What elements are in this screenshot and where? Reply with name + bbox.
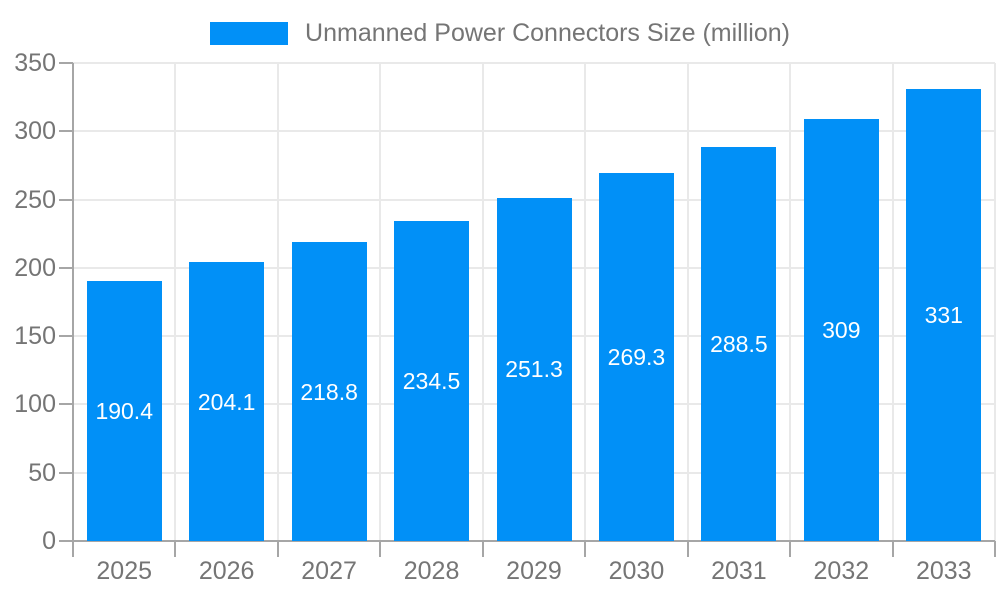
bar-value-label: 309 <box>822 316 861 343</box>
y-axis-tick-label: 200 <box>14 253 56 282</box>
x-axis-line <box>73 540 995 542</box>
x-axis-tick <box>72 541 74 557</box>
x-axis-tick <box>584 541 587 557</box>
x-axis-tick <box>891 541 894 557</box>
y-axis-line <box>72 63 74 541</box>
y-axis-tick <box>59 403 73 406</box>
legend-swatch <box>210 21 289 45</box>
x-axis-tick-label: 2031 <box>711 557 767 585</box>
bar-2030[interactable] <box>598 173 674 541</box>
x-axis-tick-label: 2029 <box>506 557 562 585</box>
bar-2033[interactable] <box>906 88 982 541</box>
y-axis-tick-label: 50 <box>28 458 56 487</box>
bar-2026[interactable] <box>189 262 265 541</box>
bar-value-label: 218.8 <box>300 378 358 405</box>
bar-2032[interactable] <box>803 118 879 541</box>
gridline-vertical <box>994 63 996 541</box>
bar-2028[interactable] <box>394 220 470 541</box>
y-axis-tick-label: 300 <box>14 117 56 146</box>
gridline-vertical <box>379 63 382 541</box>
bar-2025[interactable] <box>86 280 162 541</box>
bar-value-label: 190.4 <box>95 397 153 424</box>
y-axis-tick-label: 150 <box>14 322 56 351</box>
x-axis-tick <box>994 541 996 557</box>
gridline-vertical <box>584 63 587 541</box>
x-axis-tick <box>481 541 484 557</box>
bar-value-label: 234.5 <box>402 367 461 394</box>
y-axis-tick <box>59 540 73 542</box>
gridline-vertical <box>481 63 484 541</box>
y-axis-tick <box>59 266 73 269</box>
y-axis-tick <box>59 62 73 64</box>
y-axis-tick-label: 100 <box>14 390 56 419</box>
x-axis-tick-label: 2033 <box>915 557 972 585</box>
y-axis-tick-label: 0 <box>42 527 56 555</box>
x-axis-tick <box>276 541 279 557</box>
bar-value-label: 331 <box>924 301 963 328</box>
x-axis-tick <box>686 541 689 557</box>
x-axis-tick-label: 2028 <box>403 557 460 585</box>
gridline-vertical <box>789 63 792 541</box>
gridline-horizontal <box>73 130 995 133</box>
bar-value-label: 288.5 <box>710 330 768 357</box>
x-axis-tick <box>379 541 382 557</box>
gridline-vertical <box>174 63 177 541</box>
x-axis-tick-label: 2032 <box>813 557 870 585</box>
y-axis-tick-label: 250 <box>14 185 56 214</box>
x-axis-tick-label: 2027 <box>301 557 357 585</box>
gridline-vertical <box>686 63 689 541</box>
legend-label: Unmanned Power Connectors Size (million) <box>305 18 790 47</box>
bar-value-label: 269.3 <box>607 344 666 371</box>
x-axis-tick-label: 2025 <box>96 557 153 585</box>
bar-value-label: 204.1 <box>197 388 256 415</box>
bar-2029[interactable] <box>496 197 572 541</box>
y-axis-tick <box>59 198 73 201</box>
y-axis-tick <box>59 335 73 338</box>
gridline-vertical <box>276 63 279 541</box>
legend-item[interactable]: Unmanned Power Connectors Size (million) <box>0 14 1000 52</box>
x-axis-tick <box>789 541 792 557</box>
y-axis-tick <box>59 130 73 133</box>
bar-value-label: 251.3 <box>505 356 563 383</box>
bar-2027[interactable] <box>291 242 367 541</box>
bar-2031[interactable] <box>701 146 777 541</box>
gridline-vertical <box>891 63 894 541</box>
y-axis-tick <box>59 471 73 474</box>
y-axis-tick-label: 350 <box>14 49 56 77</box>
x-axis-tick-label: 2030 <box>608 557 665 585</box>
gridline-horizontal <box>73 62 995 64</box>
x-axis-tick-label: 2026 <box>198 557 255 585</box>
x-axis-tick <box>174 541 177 557</box>
